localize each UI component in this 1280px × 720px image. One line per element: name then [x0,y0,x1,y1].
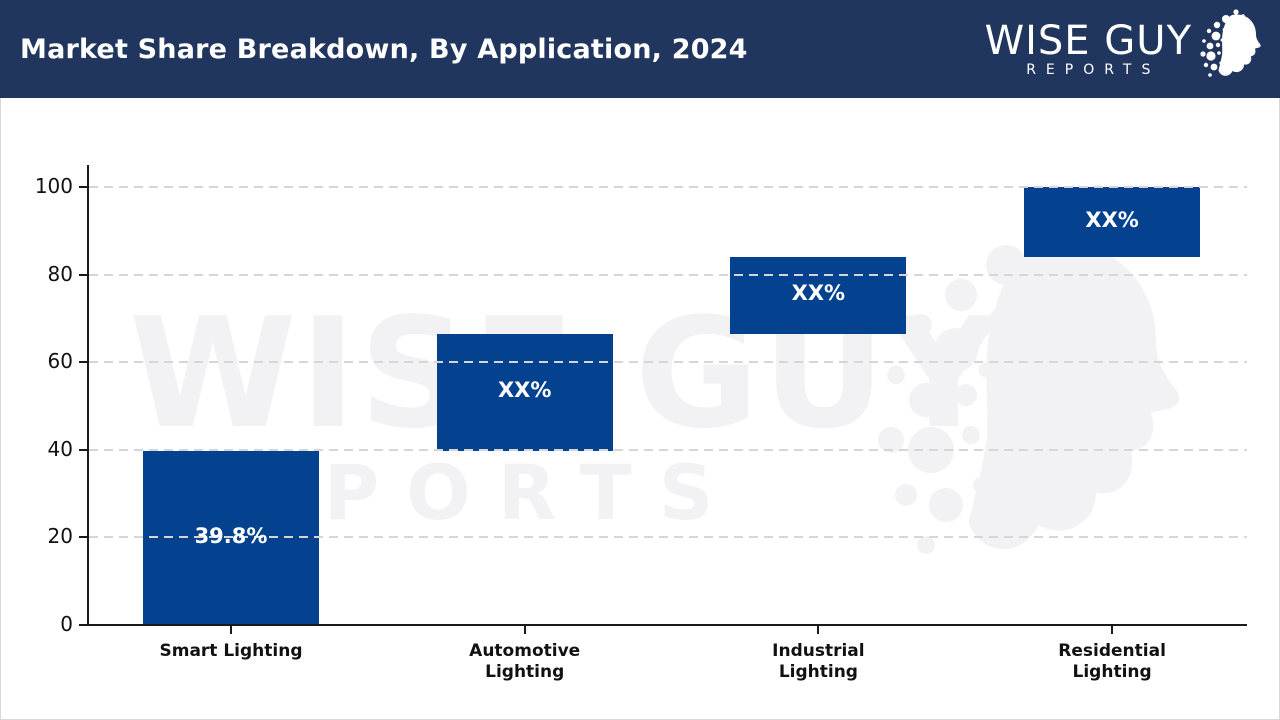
y-tick-20 [79,536,88,539]
bar-industrial-lighting [730,257,907,334]
x-axis-line [87,624,1247,626]
x-category-label: Automotive Lighting [469,641,581,682]
x-category-label: Residential Lighting [1058,641,1166,682]
y-tick-60 [79,361,88,364]
y-tick-40 [79,448,88,451]
y-tick-label-60: 60 [47,349,73,374]
gridline-20 [89,536,1247,539]
bar-value-label: XX% [1085,208,1139,233]
y-tick-label-100: 100 [34,174,73,198]
y-tick-label-0: 0 [60,612,73,636]
gridline-40 [89,448,1247,451]
gridline-80 [89,273,1247,276]
gridline-60 [89,361,1247,364]
y-tick-80 [79,273,88,276]
page-title: Market Share Breakdown, By Application, … [20,33,748,65]
x-tick-1 [523,626,526,634]
header-band: Market Share Breakdown, By Application, … [0,0,1280,98]
x-category-label: Smart Lighting [159,641,303,661]
y-tick-100 [79,186,88,188]
x-tick-0 [230,626,232,634]
y-tick-label-20: 20 [47,524,73,549]
x-category-label: Industrial Lighting [772,641,865,682]
chart-layer: WISE GUY REPORTS 0 20 40 60 80 100 39.8% Smar [1,98,1279,719]
y-tick-0 [79,624,88,626]
wiseguy-logo: WISE GUY REPORTS [985,9,1262,89]
y-tick-label-40: 40 [47,436,73,461]
y-tick-label-80: 80 [47,261,73,286]
logo-wordmark: WISE GUY [984,18,1192,64]
x-tick-2 [817,626,820,634]
bar-value-label: 39.8% [194,523,268,548]
y-axis-line [87,165,89,626]
x-tick-3 [1111,626,1114,634]
wiseguy-face-icon [1200,9,1261,77]
chart-canvas: WISE GUY REPORTS 0 20 40 60 80 100 39.8% Smar [0,98,1280,720]
bar-value-label: XX% [791,281,846,306]
gridline-100 [89,186,1247,188]
bar-residential-lighting [1024,187,1201,258]
logo-subtext: REPORTS [1026,62,1161,78]
bar-value-label: XX% [497,378,552,403]
bar-automotive-lighting [436,333,613,451]
